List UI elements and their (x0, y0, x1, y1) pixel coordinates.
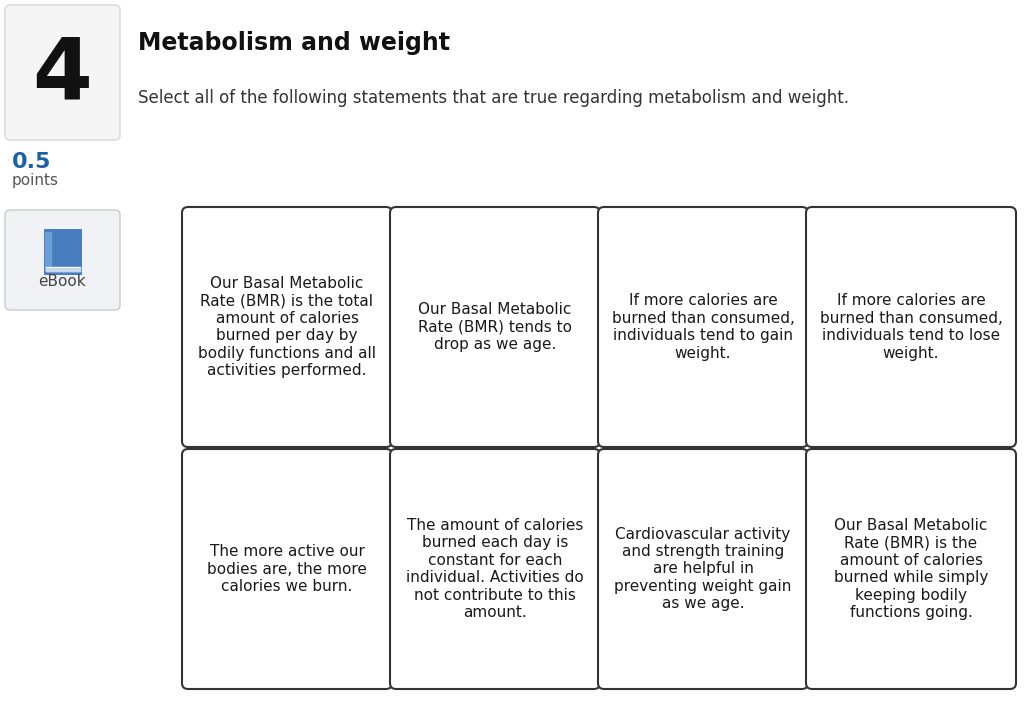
Text: Select all of the following statements that are true regarding metabolism and we: Select all of the following statements t… (138, 89, 849, 107)
FancyBboxPatch shape (598, 449, 808, 689)
FancyBboxPatch shape (182, 207, 392, 447)
Bar (46, 268, 80, 271)
Text: The amount of calories
burned each day is
constant for each
individual. Activiti: The amount of calories burned each day i… (407, 518, 584, 620)
Text: Our Basal Metabolic
Rate (BMR) is the total
amount of calories
burned per day by: Our Basal Metabolic Rate (BMR) is the to… (198, 276, 376, 378)
FancyBboxPatch shape (806, 449, 1016, 689)
Text: Cardiovascular activity
and strength training
are helpful in
preventing weight g: Cardiovascular activity and strength tra… (614, 527, 792, 612)
FancyBboxPatch shape (5, 5, 120, 140)
FancyBboxPatch shape (598, 207, 808, 447)
Text: 4: 4 (32, 34, 92, 117)
FancyBboxPatch shape (390, 207, 600, 447)
FancyBboxPatch shape (44, 229, 82, 275)
Text: The more active our
bodies are, the more
calories we burn.: The more active our bodies are, the more… (207, 544, 367, 594)
Text: Metabolism and weight: Metabolism and weight (138, 31, 450, 55)
FancyBboxPatch shape (806, 207, 1016, 447)
Bar (45, 232, 51, 270)
Bar (46, 267, 80, 271)
Text: 0.5: 0.5 (12, 152, 51, 172)
Text: eBook: eBook (38, 274, 86, 290)
Text: points: points (12, 172, 59, 188)
FancyBboxPatch shape (390, 449, 600, 689)
FancyBboxPatch shape (182, 449, 392, 689)
FancyBboxPatch shape (5, 210, 120, 310)
Text: Our Basal Metabolic
Rate (BMR) tends to
drop as we age.: Our Basal Metabolic Rate (BMR) tends to … (418, 302, 572, 352)
Text: If more calories are
burned than consumed,
individuals tend to gain
weight.: If more calories are burned than consume… (611, 293, 795, 361)
Text: If more calories are
burned than consumed,
individuals tend to lose
weight.: If more calories are burned than consume… (819, 293, 1002, 361)
Text: Our Basal Metabolic
Rate (BMR) is the
amount of calories
burned while simply
kee: Our Basal Metabolic Rate (BMR) is the am… (834, 518, 988, 620)
